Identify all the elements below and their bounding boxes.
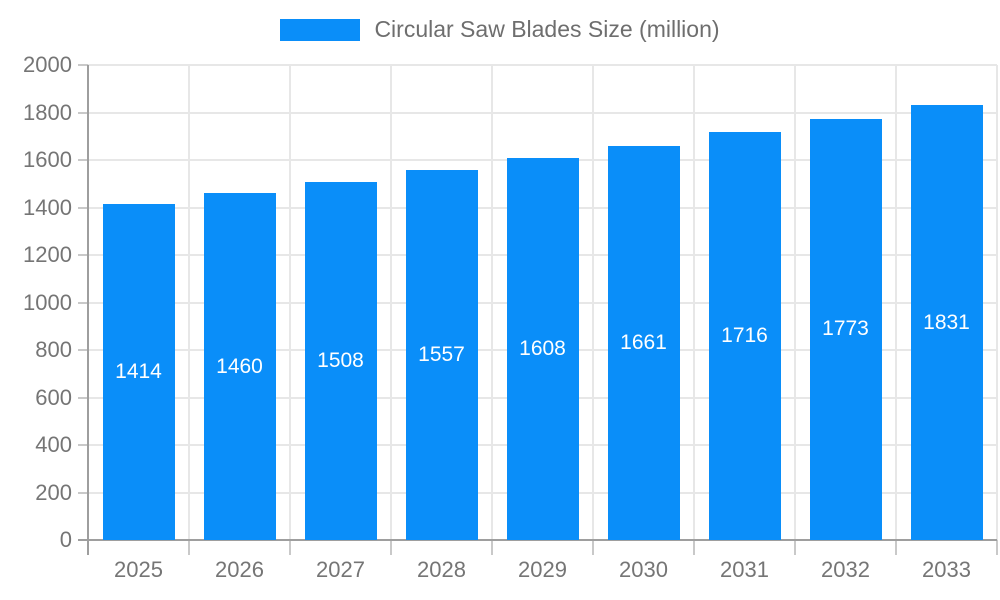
bar-2030[interactable]	[607, 145, 680, 540]
bar-2026[interactable]	[203, 193, 276, 540]
y-tick	[78, 301, 88, 304]
y-tick	[78, 64, 88, 66]
x-gridline	[592, 65, 594, 540]
x-gridline	[491, 65, 493, 540]
x-axis-label: 2030	[619, 557, 668, 582]
x-axis-label: 2026	[215, 557, 264, 582]
x-axis-label: 2032	[821, 557, 870, 582]
bar-value-label: 1661	[620, 330, 667, 354]
bar-2025[interactable]	[102, 204, 175, 540]
x-gridline	[693, 65, 695, 540]
bar-2027[interactable]	[304, 181, 377, 540]
y-axis-label: 0	[59, 527, 72, 552]
y-tick	[78, 491, 88, 494]
y-tick	[78, 254, 88, 256]
x-axis-line	[78, 539, 997, 541]
bar-value-label: 1716	[721, 324, 768, 348]
x-tick	[491, 540, 493, 555]
x-axis-label: 2027	[316, 557, 365, 582]
x-gridline	[996, 65, 998, 540]
legend-label: Circular Saw Blades Size (million)	[374, 16, 720, 42]
bar-2032[interactable]	[809, 118, 882, 540]
x-axis-label: 2025	[114, 557, 163, 582]
chart-legend[interactable]: Circular Saw Blades Size (million)	[0, 18, 1000, 41]
y-axis-line	[87, 65, 89, 555]
x-tick	[693, 540, 695, 555]
x-tick	[390, 540, 392, 555]
y-gridline	[88, 111, 997, 114]
y-tick	[78, 206, 88, 209]
y-gridline	[88, 64, 997, 66]
y-tick	[78, 444, 88, 446]
bar-value-label: 1460	[216, 354, 263, 378]
x-gridline	[390, 65, 392, 540]
bar-value-label: 1508	[317, 348, 364, 372]
y-axis-label: 1400	[23, 194, 72, 220]
y-tick	[78, 396, 88, 399]
y-axis-label: 2000	[23, 52, 72, 77]
y-axis-label: 1000	[23, 289, 72, 315]
x-axis-label: 2031	[720, 557, 769, 582]
x-tick	[794, 540, 796, 555]
y-axis-label: 1200	[23, 242, 72, 267]
x-tick	[592, 540, 594, 555]
x-axis-label: 2033	[922, 557, 971, 582]
y-tick	[78, 111, 88, 114]
bar-2033[interactable]	[910, 105, 983, 540]
bar-2028[interactable]	[405, 170, 478, 540]
y-axis-label: 1800	[23, 99, 72, 125]
x-gridline	[895, 65, 897, 540]
x-gridline	[289, 65, 291, 540]
y-axis-label: 800	[35, 337, 72, 362]
bar-value-label: 1831	[923, 310, 970, 334]
x-tick	[895, 540, 897, 555]
x-gridline	[188, 65, 190, 540]
bar-2031[interactable]	[708, 132, 781, 540]
x-tick	[289, 540, 291, 555]
y-axis-label: 1600	[23, 147, 72, 172]
bar-2029[interactable]	[506, 158, 579, 540]
bar-value-label: 1414	[115, 360, 162, 384]
x-axis-label: 2028	[417, 557, 466, 582]
bar-value-label: 1773	[822, 317, 869, 341]
x-gridline	[794, 65, 796, 540]
bar-value-label: 1608	[519, 337, 566, 361]
y-axis-label: 600	[35, 384, 72, 410]
y-tick	[78, 349, 88, 351]
x-tick	[188, 540, 190, 555]
x-tick	[996, 540, 998, 555]
y-axis-label: 200	[35, 479, 72, 505]
y-axis-label: 400	[35, 432, 72, 457]
y-tick	[78, 159, 88, 161]
x-axis-label: 2029	[518, 557, 567, 582]
legend-swatch	[280, 18, 361, 41]
bar-value-label: 1557	[418, 343, 465, 367]
